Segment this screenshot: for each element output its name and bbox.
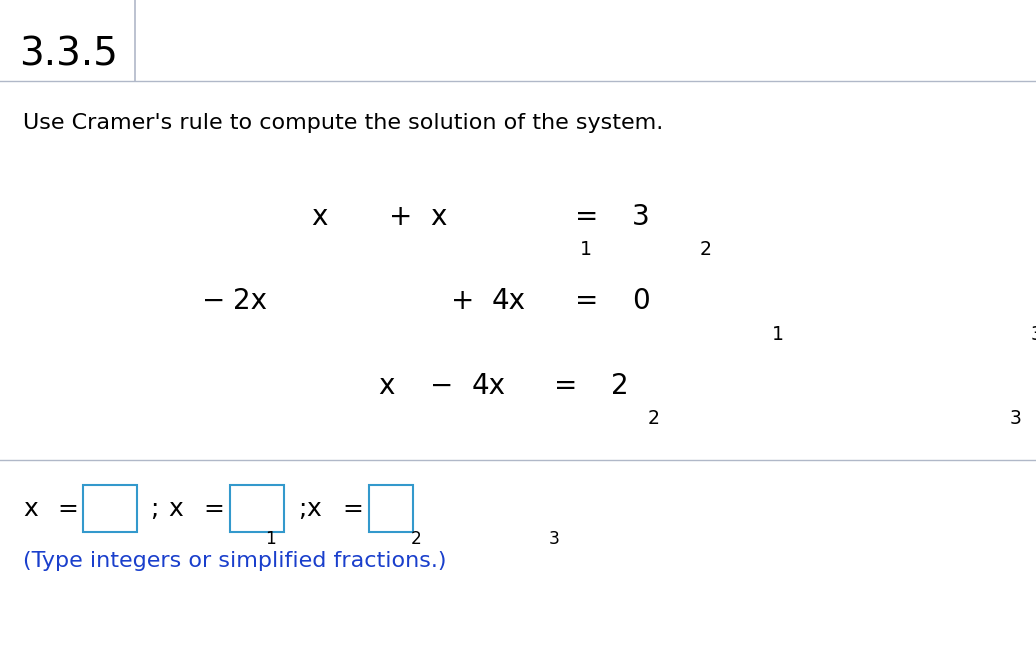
Text: 3.3.5: 3.3.5 — [19, 36, 117, 74]
Text: x: x — [307, 496, 321, 521]
FancyBboxPatch shape — [230, 485, 284, 532]
Text: =: = — [554, 371, 578, 400]
Text: x: x — [378, 371, 395, 400]
Text: 3: 3 — [549, 529, 559, 548]
Text: Use Cramer's rule to compute the solution of the system.: Use Cramer's rule to compute the solutio… — [23, 113, 663, 133]
Text: 3: 3 — [632, 203, 650, 231]
Text: 4x: 4x — [471, 371, 506, 400]
Text: =: = — [203, 496, 224, 521]
Text: 1: 1 — [265, 529, 276, 548]
Text: 1: 1 — [580, 240, 593, 259]
FancyBboxPatch shape — [83, 485, 137, 532]
Text: x: x — [23, 496, 37, 521]
Text: x: x — [168, 496, 182, 521]
Text: −: − — [202, 287, 225, 316]
Text: =: = — [342, 496, 363, 521]
Text: 4x: 4x — [492, 287, 526, 316]
Text: 0: 0 — [632, 287, 650, 316]
Text: =: = — [57, 496, 78, 521]
Text: (Type integers or simplified fractions.): (Type integers or simplified fractions.) — [23, 551, 447, 570]
Text: =: = — [575, 203, 599, 231]
Text: +: + — [388, 203, 412, 231]
Text: 2: 2 — [611, 371, 629, 400]
Text: 3: 3 — [1010, 409, 1021, 428]
Text: x: x — [430, 203, 447, 231]
Text: −: − — [430, 371, 453, 400]
Text: +: + — [451, 287, 474, 316]
Text: 2: 2 — [410, 529, 421, 548]
Text: 3: 3 — [1031, 325, 1036, 343]
Text: ;: ; — [150, 496, 159, 521]
Text: x: x — [311, 203, 327, 231]
Text: 2x: 2x — [233, 287, 267, 316]
Text: 1: 1 — [772, 325, 784, 343]
Text: =: = — [575, 287, 599, 316]
Text: 2: 2 — [648, 409, 660, 428]
FancyBboxPatch shape — [369, 485, 413, 532]
Text: ;: ; — [298, 496, 307, 521]
Text: 2: 2 — [699, 240, 712, 259]
